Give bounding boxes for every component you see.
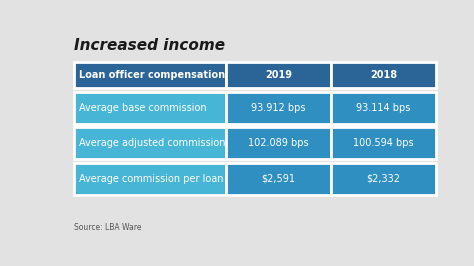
FancyBboxPatch shape [331,127,436,159]
Text: Increased income: Increased income [74,38,225,53]
Text: Average commission per loan: Average commission per loan [79,174,223,184]
Text: Loan officer compensation: Loan officer compensation [79,70,225,80]
Text: Average adjusted commission: Average adjusted commission [79,138,225,148]
FancyBboxPatch shape [331,62,436,88]
Text: 2019: 2019 [265,70,292,80]
Text: 93.114 bps: 93.114 bps [356,103,410,113]
FancyBboxPatch shape [74,62,227,88]
FancyBboxPatch shape [227,127,331,159]
Text: $2,591: $2,591 [262,174,296,184]
FancyBboxPatch shape [74,163,227,194]
Text: 102.089 bps: 102.089 bps [248,138,309,148]
FancyBboxPatch shape [331,92,436,124]
Text: Average base commission: Average base commission [79,103,206,113]
FancyBboxPatch shape [74,127,227,159]
FancyBboxPatch shape [331,163,436,194]
Text: 100.594 bps: 100.594 bps [353,138,414,148]
FancyBboxPatch shape [227,62,331,88]
FancyBboxPatch shape [74,92,227,124]
Text: $2,332: $2,332 [366,174,401,184]
Text: 2018: 2018 [370,70,397,80]
Text: Source: LBA Ware: Source: LBA Ware [74,223,141,232]
FancyBboxPatch shape [227,163,331,194]
Text: 93.912 bps: 93.912 bps [252,103,306,113]
FancyBboxPatch shape [227,92,331,124]
